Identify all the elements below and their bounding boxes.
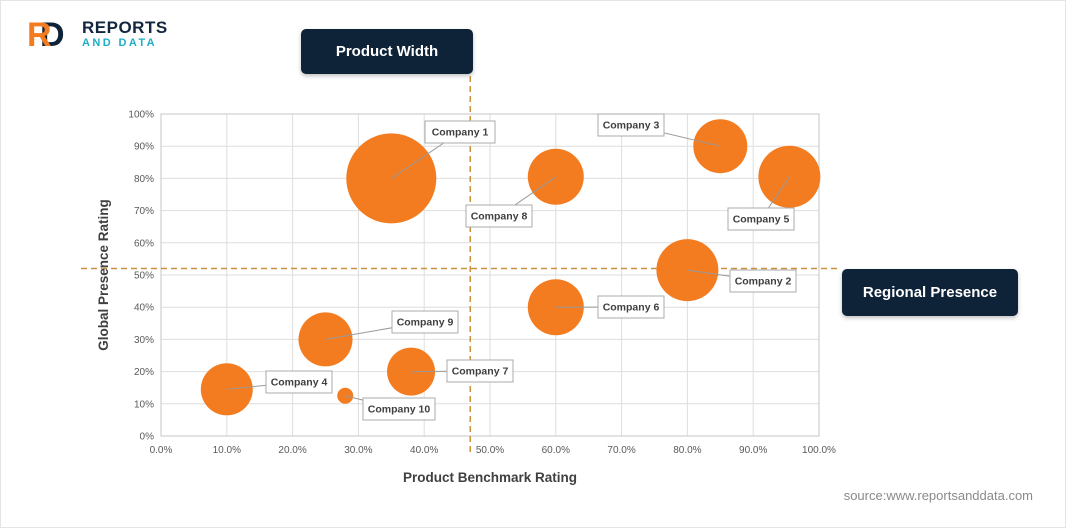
company-label: Company 7 <box>452 366 509 378</box>
y-tick-label: 70% <box>134 206 154 217</box>
company-label: Company 10 <box>368 404 431 416</box>
logo-text-and-data: AND DATA <box>82 37 158 50</box>
svg-text:R: R <box>27 16 52 54</box>
company-label-box <box>424 120 496 144</box>
company-label: Company 6 <box>603 302 660 314</box>
y-tick-label: 50% <box>134 271 154 282</box>
svg-text:D: D <box>40 16 65 54</box>
y-tick-label: 30% <box>134 335 154 346</box>
x-tick-label: 10.0% <box>213 445 241 456</box>
y-tick-label: 100% <box>128 110 154 121</box>
y-axis-title: Global Presence Rating <box>96 199 111 351</box>
x-axis-title: Product Benchmark Rating <box>402 470 578 485</box>
plot-border <box>160 113 820 437</box>
y-tick-label: 40% <box>134 303 154 314</box>
company-label-box <box>446 359 514 383</box>
x-tick-label: 0.0% <box>150 445 173 456</box>
company-label: Company 8 <box>471 211 528 223</box>
company-label-box <box>729 269 797 293</box>
y-tick-label: 80% <box>134 174 154 185</box>
company-label: Company 3 <box>603 120 660 132</box>
company-label-box <box>597 295 665 319</box>
company-label: Company 1 <box>432 127 489 139</box>
x-tick-label: 100.0% <box>802 445 836 456</box>
x-tick-label: 50.0% <box>476 445 504 456</box>
y-tick-label: 90% <box>134 142 154 153</box>
company-label: Company 4 <box>271 377 328 389</box>
y-tick-label: 60% <box>134 238 154 249</box>
x-tick-label: 60.0% <box>542 445 570 456</box>
y-tick-label: 0% <box>140 432 155 443</box>
x-tick-label: 30.0% <box>344 445 372 456</box>
company-label: Company 9 <box>397 317 454 329</box>
x-tick-label: 70.0% <box>607 445 635 456</box>
x-tick-label: 90.0% <box>739 445 767 456</box>
company-label-box <box>597 113 665 137</box>
company-label: Company 5 <box>733 214 790 226</box>
company-label-box <box>265 370 333 394</box>
quadrant-label-regional-presence: Regional Presence <box>842 269 1018 316</box>
x-tick-label: 80.0% <box>673 445 701 456</box>
x-tick-label: 40.0% <box>410 445 438 456</box>
quadrant-label-product-width: Product Width <box>301 29 473 74</box>
x-tick-label: 20.0% <box>278 445 306 456</box>
y-tick-label: 10% <box>134 399 154 410</box>
company-label-box <box>362 397 436 421</box>
company-label: Company 2 <box>735 276 792 288</box>
company-label-box <box>465 204 533 228</box>
y-tick-label: 20% <box>134 367 154 378</box>
company-label-box <box>727 207 795 231</box>
reports-and-data-logo: D R REPORTS AND DATA <box>27 13 168 55</box>
logo-mark-icon: D R <box>27 16 65 54</box>
logo-text-reports: REPORTS <box>82 17 168 37</box>
company-label-box <box>391 310 459 334</box>
source-attribution: source:www.reportsanddata.com <box>843 488 1033 503</box>
